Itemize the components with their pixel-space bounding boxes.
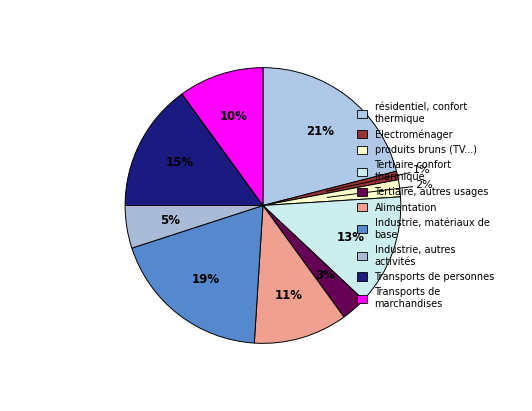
Text: 1%: 1% bbox=[326, 165, 430, 192]
Wedge shape bbox=[263, 206, 363, 317]
Text: 11%: 11% bbox=[275, 289, 303, 302]
Text: 21%: 21% bbox=[306, 125, 335, 138]
Text: 2%: 2% bbox=[327, 180, 433, 197]
Wedge shape bbox=[125, 206, 263, 248]
Legend: résidentiel, confort
thermique, Electroménager, produits bruns (TV...), Tertiair: résidentiel, confort thermique, Electrom… bbox=[357, 102, 495, 309]
Wedge shape bbox=[263, 68, 396, 205]
Wedge shape bbox=[182, 68, 263, 205]
Text: 10%: 10% bbox=[220, 110, 248, 123]
Wedge shape bbox=[132, 206, 263, 343]
Wedge shape bbox=[263, 171, 398, 206]
Text: 15%: 15% bbox=[165, 157, 194, 169]
Wedge shape bbox=[254, 206, 344, 343]
Wedge shape bbox=[263, 180, 401, 206]
Wedge shape bbox=[263, 197, 401, 300]
Wedge shape bbox=[125, 94, 263, 206]
Text: 5%: 5% bbox=[160, 214, 180, 226]
Text: 19%: 19% bbox=[192, 273, 220, 286]
Text: 13%: 13% bbox=[337, 231, 365, 244]
Text: 3%: 3% bbox=[315, 269, 335, 282]
